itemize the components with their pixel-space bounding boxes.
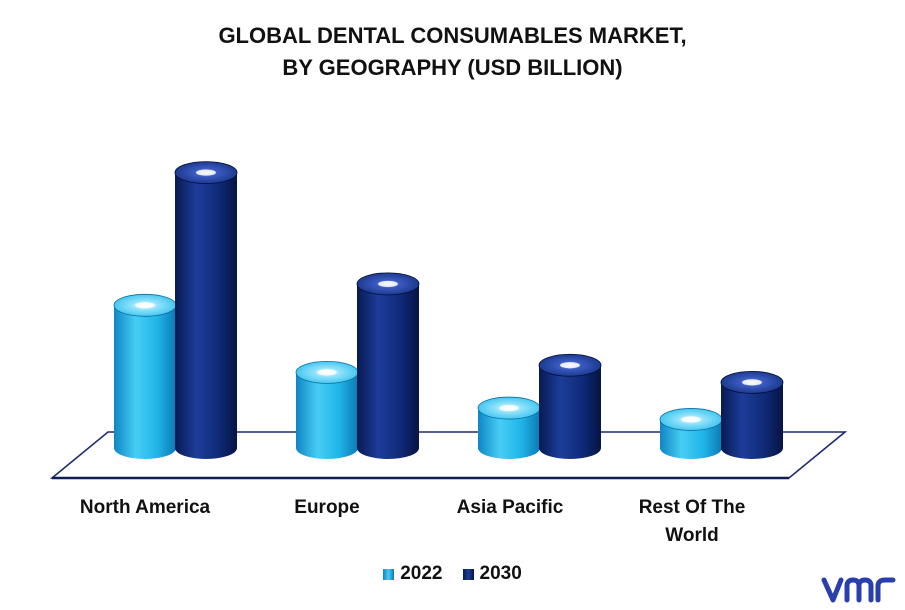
chart-title-line-2: BY GEOGRAPHY (USD BILLION)	[282, 55, 623, 80]
bar-body-2022-north-america	[114, 305, 176, 459]
bar-body-2030-rest-of-the-world	[721, 382, 783, 459]
bar-body-2030-north-america	[175, 172, 237, 460]
bar-2022-europe	[295, 360, 359, 459]
category-label-line: Asia Pacific	[456, 497, 564, 518]
bar-2022-rest-of-the-world	[659, 408, 723, 459]
bar-2022-north-america	[113, 293, 177, 459]
bar-2030-north-america	[174, 161, 238, 460]
category-label-line: Rest Of The	[638, 497, 746, 518]
bar-shine-2022-north-america	[135, 302, 155, 309]
category-label-line: North America	[79, 497, 211, 518]
legend-label-2030: 2030	[479, 563, 522, 584]
bar-body-2022-asia-pacific	[478, 408, 540, 459]
chart-floor	[49, 431, 848, 480]
bars-group	[113, 161, 784, 460]
category-label-europe: Europe	[242, 494, 412, 522]
bar-2030-asia-pacific	[538, 353, 602, 459]
legend-item-2030: 2030	[462, 563, 522, 585]
category-label-line: Europe	[294, 497, 360, 518]
legend-label-2022: 2022	[400, 563, 443, 584]
legend-swatch-2030	[462, 568, 474, 580]
legend-swatch-2022	[383, 568, 395, 580]
category-label-north-america: North America	[60, 494, 230, 522]
bar-2030-europe	[356, 272, 420, 459]
bar-shine-2022-rest-of-the-world	[681, 416, 701, 423]
legend: 2022 2030	[0, 563, 905, 585]
bar-shine-2030-europe	[378, 280, 398, 287]
bar-shine-2030-asia-pacific	[560, 362, 580, 369]
bar-shine-2030-north-america	[196, 169, 216, 176]
bar-shine-2030-rest-of-the-world	[742, 379, 762, 386]
bar-shine-2022-asia-pacific	[499, 404, 519, 412]
bar-shine-2022-europe	[317, 369, 337, 376]
chart-title-line-1: GLOBAL DENTAL CONSUMABLES MARKET,	[218, 23, 687, 48]
bar-2022-asia-pacific	[477, 396, 541, 459]
vmr-logo-icon	[821, 577, 896, 603]
category-label-asia-pacific: Asia Pacific	[425, 494, 595, 522]
bar-2030-rest-of-the-world	[720, 370, 784, 459]
chart-title: GLOBAL DENTAL CONSUMABLES MARKET, BY GEO…	[0, 20, 905, 84]
category-label-rest-of-the-world: Rest Of The World	[607, 494, 777, 550]
bar-body-2030-europe	[357, 283, 419, 459]
bar-body-2022-europe	[296, 372, 358, 459]
legend-item-2022: 2022	[383, 563, 443, 585]
category-label-line: World	[665, 525, 719, 546]
bar-body-2030-asia-pacific	[539, 365, 601, 459]
